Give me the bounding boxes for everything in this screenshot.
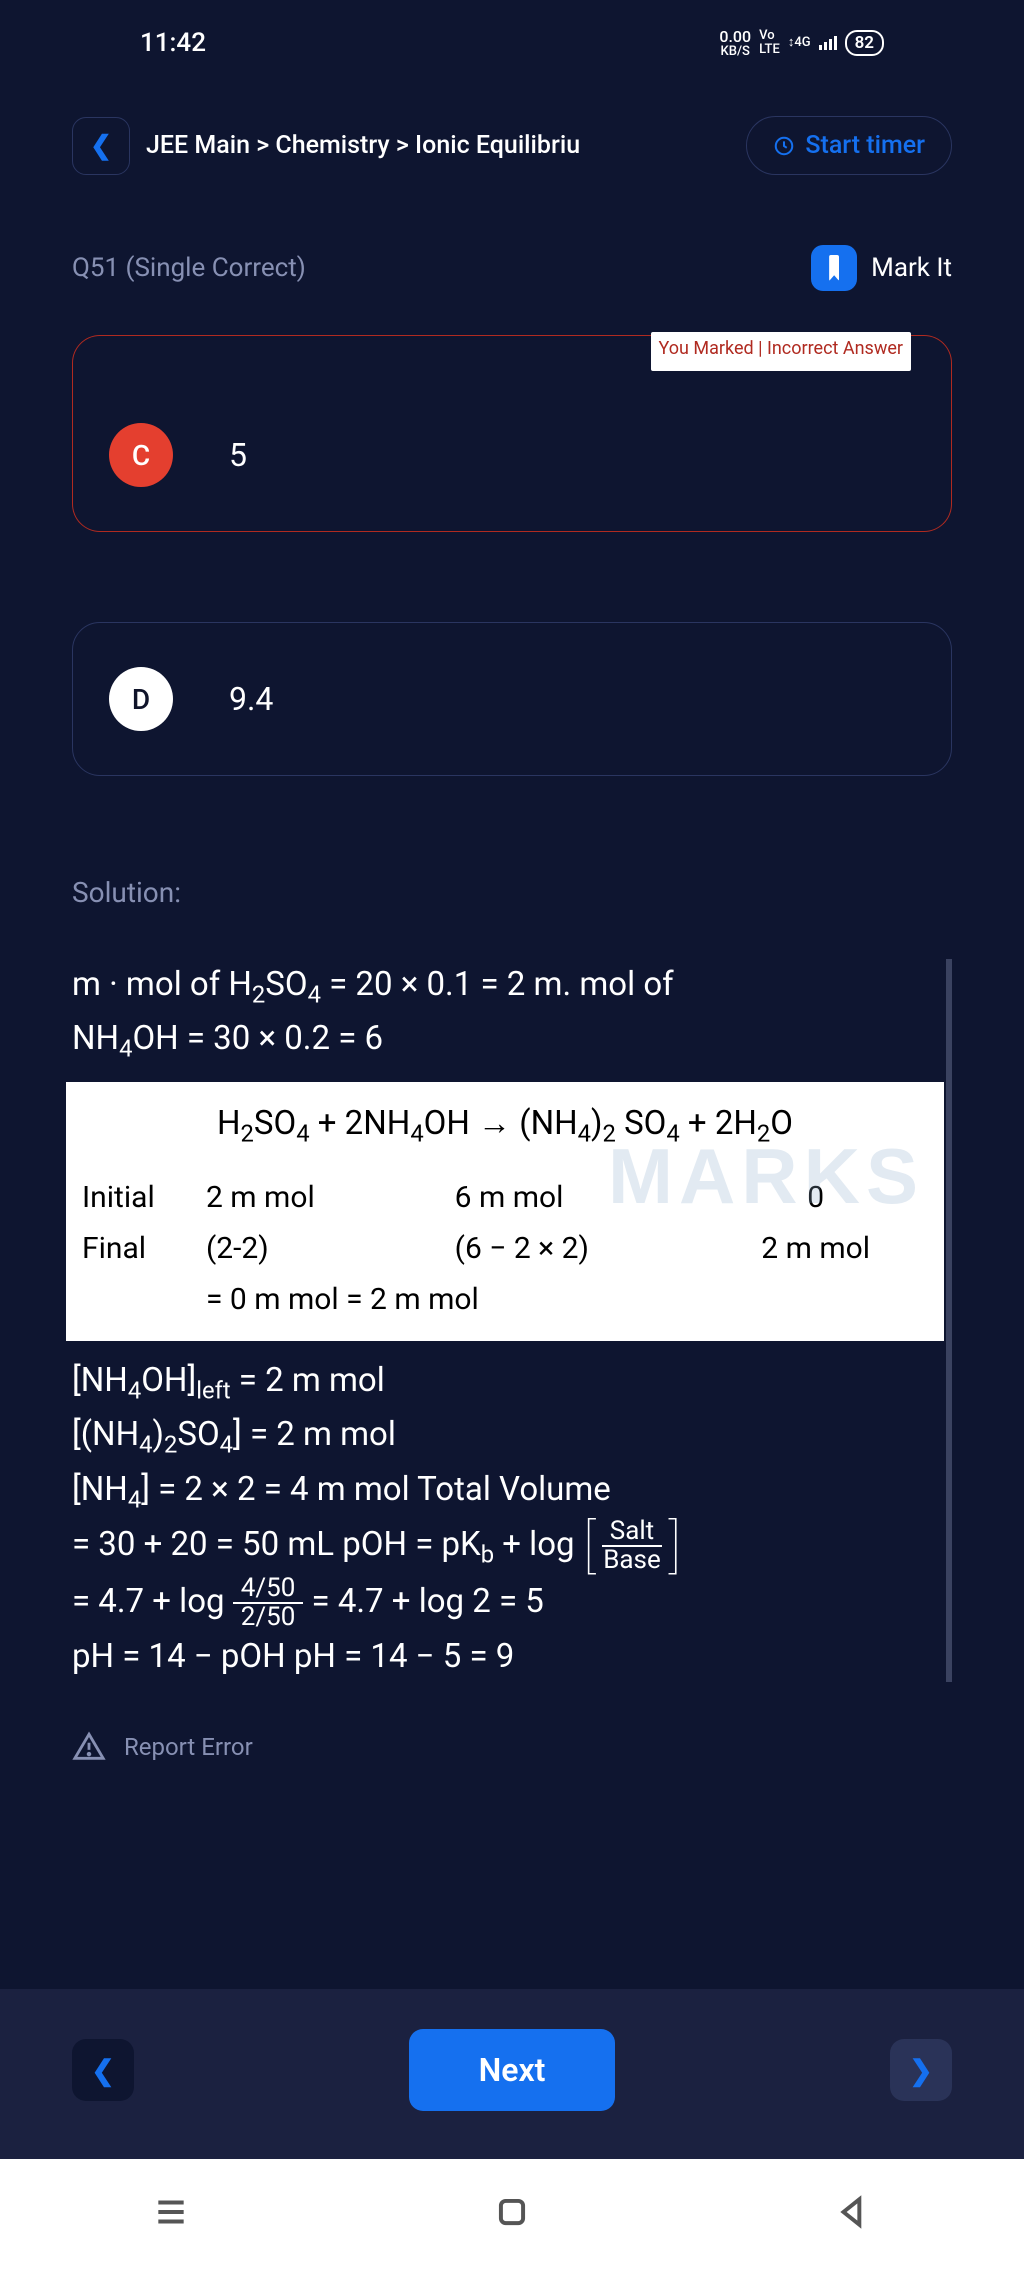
report-error-button[interactable]: Report Error — [72, 1730, 952, 1764]
start-timer-button[interactable]: Start timer — [746, 116, 952, 175]
solution-heading: Solution: — [72, 876, 952, 909]
option-c[interactable]: C 5 — [72, 379, 952, 532]
back-icon[interactable] — [834, 2193, 872, 2231]
sol-line-4: [(NH4)2SO4] = 2 m mol — [72, 1409, 938, 1463]
next-arrow-button[interactable]: ❯ — [890, 2039, 952, 2101]
sol-line-5: [NH4] = 2 × 2 = 4 m mol Total Volume — [72, 1464, 938, 1518]
start-timer-label: Start timer — [805, 131, 925, 160]
volte-indicator: VoLTE — [759, 29, 780, 56]
reaction-table: H2SO4 + 2NH4OH → (NH4)2 SO4 + 2H2O Initi… — [66, 1082, 944, 1341]
reaction-row-final: Final (2-2) (6 − 2 × 2) 2 m mol — [82, 1223, 928, 1274]
status-right: 0.00KB/S VoLTE ↕4G 82 — [719, 29, 884, 58]
option-c-bubble: C — [109, 423, 173, 487]
top-bar: ❮ JEE Main > Chemistry > Ionic Equilibri… — [72, 116, 952, 175]
status-time: 11:42 — [140, 28, 206, 58]
sol-line-8: pH = 14 − pOH pH = 14 − 5 = 9 — [72, 1631, 938, 1682]
kbs-indicator: 0.00KB/S — [719, 29, 751, 58]
net4g-indicator: ↕4G — [788, 36, 811, 50]
option-d[interactable]: D 9.4 — [72, 622, 952, 776]
mark-it-button[interactable]: Mark It — [811, 245, 952, 291]
back-button[interactable]: ❮ — [72, 117, 130, 175]
bookmark-icon — [811, 245, 857, 291]
option-c-value: 5 — [229, 436, 247, 474]
report-error-label: Report Error — [124, 1733, 253, 1761]
incorrect-banner: You Marked | Incorrect Answer — [651, 332, 912, 371]
breadcrumb: JEE Main > Chemistry > Ionic Equilibriu — [146, 131, 730, 160]
recents-icon[interactable] — [152, 2193, 190, 2231]
battery-indicator: 82 — [845, 30, 884, 56]
sol-line-2: NH4OH = 30 × 0.2 = 6 — [72, 1013, 938, 1067]
sol-line-1: m · mol of H2SO4 = 20 × 0.1 = 2 m. mol o… — [72, 959, 938, 1013]
mark-it-label: Mark It — [871, 253, 952, 283]
solution-body: m · mol of H2SO4 = 20 × 0.1 = 2 m. mol o… — [72, 959, 952, 1682]
clock-icon — [773, 135, 795, 157]
reaction-row-result: = 0 m mol = 2 m mol — [82, 1274, 928, 1325]
warning-icon — [72, 1730, 106, 1764]
sol-line-7: = 4.7 + log 4/502/50 = 4.7 + log 2 = 5 — [72, 1575, 938, 1632]
question-label: Q51 (Single Correct) — [72, 253, 306, 283]
option-d-bubble: D — [109, 667, 173, 731]
home-icon[interactable] — [493, 2193, 531, 2231]
reaction-row-initial: Initial 2 m mol 6 m mol 0 — [82, 1172, 928, 1223]
bottom-bar: ❮ Next ❯ — [0, 1989, 1024, 2159]
prev-button[interactable]: ❮ — [72, 2039, 134, 2101]
next-label: Next — [479, 2051, 546, 2089]
reaction-equation: H2SO4 + 2NH4OH → (NH4)2 SO4 + 2H2O — [82, 1096, 928, 1154]
sol-line-6: = 30 + 20 = 50 mL pOH = pKb + log [SaltB… — [72, 1518, 938, 1575]
next-button[interactable]: Next — [409, 2029, 616, 2111]
signal-icon — [819, 36, 837, 50]
system-nav — [0, 2159, 1024, 2275]
status-bar: 11:42 0.00KB/S VoLTE ↕4G 82 — [0, 0, 1024, 76]
option-c-top: You Marked | Incorrect Answer — [72, 335, 952, 379]
option-d-value: 9.4 — [229, 680, 273, 718]
sol-line-3: [NH4OH]left = 2 m mol — [72, 1355, 938, 1409]
question-header: Q51 (Single Correct) Mark It — [72, 245, 952, 291]
